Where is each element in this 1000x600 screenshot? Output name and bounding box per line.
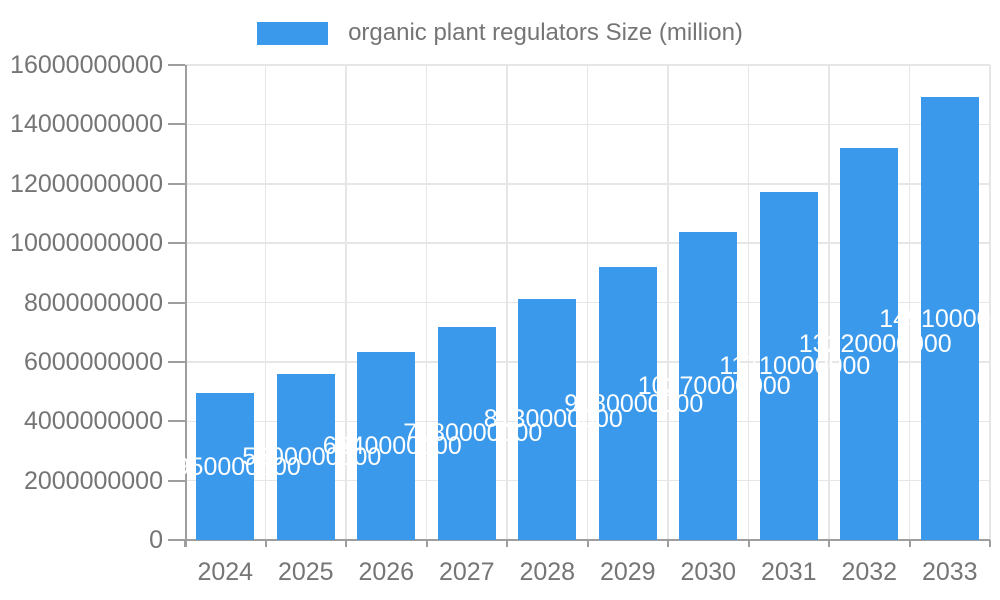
x-gridline xyxy=(667,65,669,540)
y-axis-tick-label: 2000000000 xyxy=(23,466,163,495)
bar-2029[interactable] xyxy=(598,267,657,540)
x-axis-tick-label: 2032 xyxy=(841,558,898,586)
x-axis-tick xyxy=(989,540,991,547)
y-axis-tick-label: 4000000000 xyxy=(23,407,163,436)
y-axis-tick-label: 16000000000 xyxy=(10,51,163,79)
x-axis-tick xyxy=(345,540,347,547)
bar-value-label: 9180000000 xyxy=(564,389,704,418)
x-gridline xyxy=(828,65,830,540)
y-axis-tick-label: 12000000000 xyxy=(10,169,163,198)
y-axis-tick xyxy=(168,123,185,126)
x-axis-tick-label: 2027 xyxy=(438,558,495,586)
bar-value-label: 4950000000 xyxy=(161,452,301,481)
bar-value-label: 7180000000 xyxy=(403,419,543,448)
x-axis-tick xyxy=(908,540,911,547)
y-axis-tick-label: 10000000000 xyxy=(10,229,163,258)
bar-2028[interactable] xyxy=(518,298,577,540)
y-axis-tick-label: 14000000000 xyxy=(10,110,163,139)
bar-2030[interactable] xyxy=(679,232,738,540)
x-gridline xyxy=(989,65,991,540)
x-gridline xyxy=(506,65,508,540)
x-gridline xyxy=(264,65,267,540)
bar-value-label: 11710000000 xyxy=(719,352,871,381)
x-axis-tick xyxy=(425,540,428,547)
x-axis-tick xyxy=(506,540,508,547)
bar-2024[interactable] xyxy=(196,393,255,540)
x-axis-tick xyxy=(747,540,750,547)
x-axis-tick xyxy=(667,540,669,547)
bar-2033[interactable] xyxy=(920,97,979,540)
x-gridline xyxy=(586,65,589,540)
bar-2026[interactable] xyxy=(357,351,416,540)
x-axis-tick-label: 2026 xyxy=(358,558,415,586)
y-axis-tick xyxy=(168,479,185,482)
bar-value-label: 13220000000 xyxy=(798,329,952,358)
legend: organic plant regulators Size (million) xyxy=(0,18,1000,48)
y-axis-tick xyxy=(168,539,185,541)
bar-value-label: 5600000000 xyxy=(242,442,382,471)
bar-value-label: 10370000000 xyxy=(637,372,791,401)
y-axis-tick xyxy=(168,360,185,363)
y-axis-tick xyxy=(168,242,185,245)
bar-value-label: 14910000000 xyxy=(879,304,1000,333)
x-axis-tick-label: 2033 xyxy=(921,558,978,586)
bar-2027[interactable] xyxy=(437,326,496,540)
x-gridline xyxy=(345,65,347,540)
bar-2031[interactable] xyxy=(759,192,818,540)
x-axis-tick-label: 2024 xyxy=(197,558,254,586)
x-axis-tick-label: 2029 xyxy=(599,558,656,586)
x-axis-tick xyxy=(828,540,830,547)
x-axis-tick-label: 2025 xyxy=(277,558,334,586)
y-axis-tick-label: 0 xyxy=(149,526,163,554)
x-axis-tick-label: 2028 xyxy=(519,558,576,586)
x-axis-tick-label: 2030 xyxy=(680,558,737,586)
x-axis-tick xyxy=(264,540,267,547)
x-gridline xyxy=(908,65,911,540)
legend-label[interactable]: organic plant regulators Size (million) xyxy=(348,19,743,46)
y-axis-tick xyxy=(168,64,185,66)
y-axis-line xyxy=(185,65,187,547)
bar-value-label: 8130000000 xyxy=(483,405,623,434)
bar-2032[interactable] xyxy=(840,147,899,540)
x-axis-line xyxy=(185,539,990,541)
x-gridline xyxy=(425,65,428,540)
y-axis-tick-label: 6000000000 xyxy=(23,347,163,376)
x-gridline xyxy=(747,65,750,540)
bar-2025[interactable] xyxy=(276,373,335,540)
legend-swatch-icon[interactable] xyxy=(257,21,329,45)
y-axis-tick xyxy=(168,420,185,423)
bar-value-label: 6340000000 xyxy=(322,431,462,460)
x-axis-tick-label: 2031 xyxy=(760,558,817,586)
x-axis-tick xyxy=(586,540,589,547)
y-axis-tick xyxy=(168,301,185,304)
y-axis-tick-label: 8000000000 xyxy=(23,288,163,317)
y-axis-tick xyxy=(168,182,185,185)
